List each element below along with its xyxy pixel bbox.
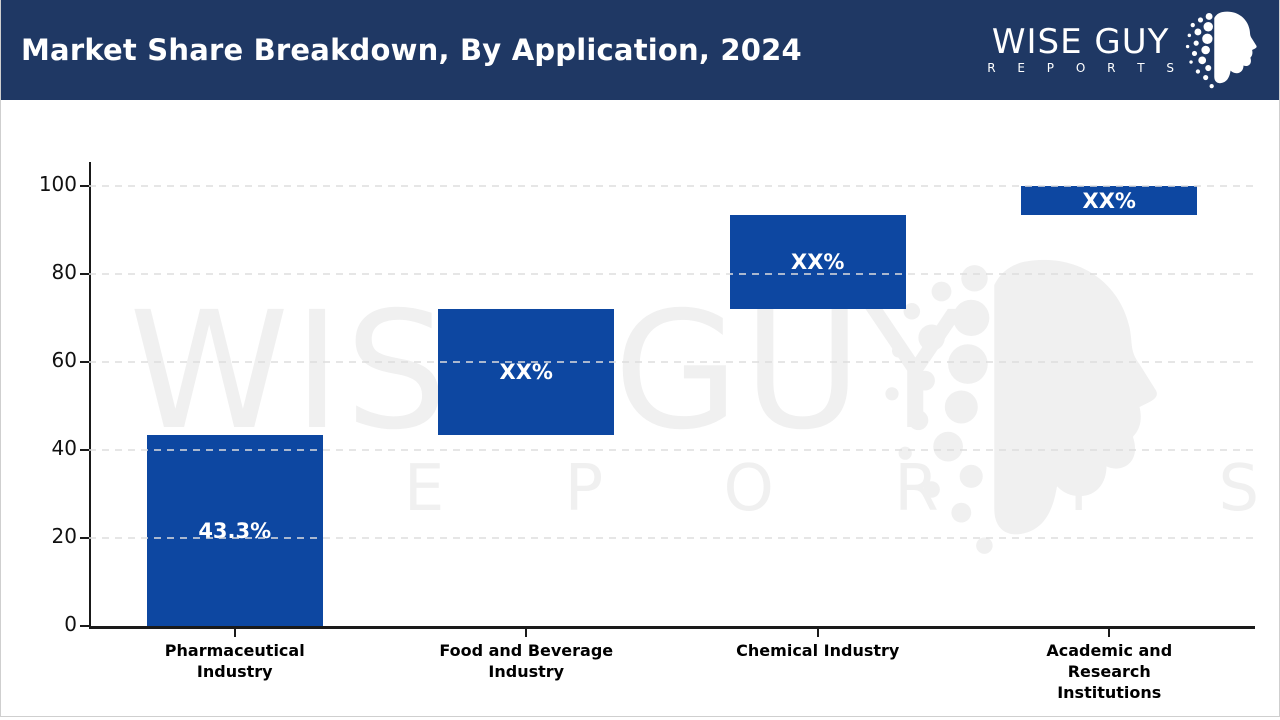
y-tick-mark: [80, 449, 89, 451]
waterfall-bar-1: 43.3%: [146, 435, 323, 626]
bar-value-label: XX%: [1082, 188, 1136, 213]
gridline: [89, 273, 1255, 275]
category-label: Food and Beverage Industry: [439, 641, 614, 681]
x-tick-mark: [233, 629, 236, 637]
category-label: Chemical Industry: [736, 641, 900, 660]
gridline: [89, 537, 1255, 539]
x-tick-mark: [1108, 629, 1111, 637]
y-tick-label: 60: [51, 348, 77, 372]
y-tick-mark: [80, 185, 89, 187]
logo-text: WISE GUY R E P O R T S: [978, 24, 1183, 76]
y-tick-mark: [80, 537, 89, 539]
x-tick-mark: [816, 629, 819, 637]
waterfall-chart: WISE GUY R E P O R T S 0 20 40 60 80 100 43.3%…: [1, 100, 1280, 717]
y-tick-mark: [80, 625, 89, 627]
category-label: Pharmaceutical Industry: [164, 641, 305, 681]
y-tick-label: 0: [64, 612, 77, 636]
bar-value-label: XX%: [499, 360, 553, 385]
y-tick-mark: [80, 361, 89, 363]
wise-guy-logo: WISE GUY R E P O R T S: [978, 4, 1265, 96]
waterfall-bar-3: XX%: [729, 215, 906, 310]
logo-face-icon: [1185, 11, 1257, 89]
x-axis-line: [89, 626, 1255, 629]
y-tick-mark: [80, 273, 89, 275]
x-tick-mark: [525, 629, 528, 637]
y-tick-label: 80: [51, 260, 77, 284]
logo-subtext: R E P O R T S: [987, 61, 1183, 75]
waterfall-bar-4: XX%: [1021, 186, 1198, 216]
bar-value-label: 43.3%: [198, 518, 272, 543]
category-label: Academic and Research Institutions: [1046, 641, 1173, 702]
y-tick-label: 40: [51, 436, 77, 460]
y-tick-label: 100: [38, 172, 77, 196]
y-tick-label: 20: [51, 524, 77, 548]
bar-value-label: XX%: [791, 250, 845, 275]
waterfall-bar-2: XX%: [438, 309, 615, 436]
header-bar: Market Share Breakdown, By Application, …: [1, 0, 1279, 100]
gridline: [89, 449, 1255, 451]
y-axis-line: [89, 162, 91, 628]
gridline: [89, 361, 1255, 363]
logo-wordmark: WISE GUY: [991, 22, 1170, 62]
gridline: [89, 185, 1255, 187]
watermark-face-icon: [885, 259, 1157, 554]
page-title: Market Share Breakdown, By Application, …: [21, 33, 802, 67]
